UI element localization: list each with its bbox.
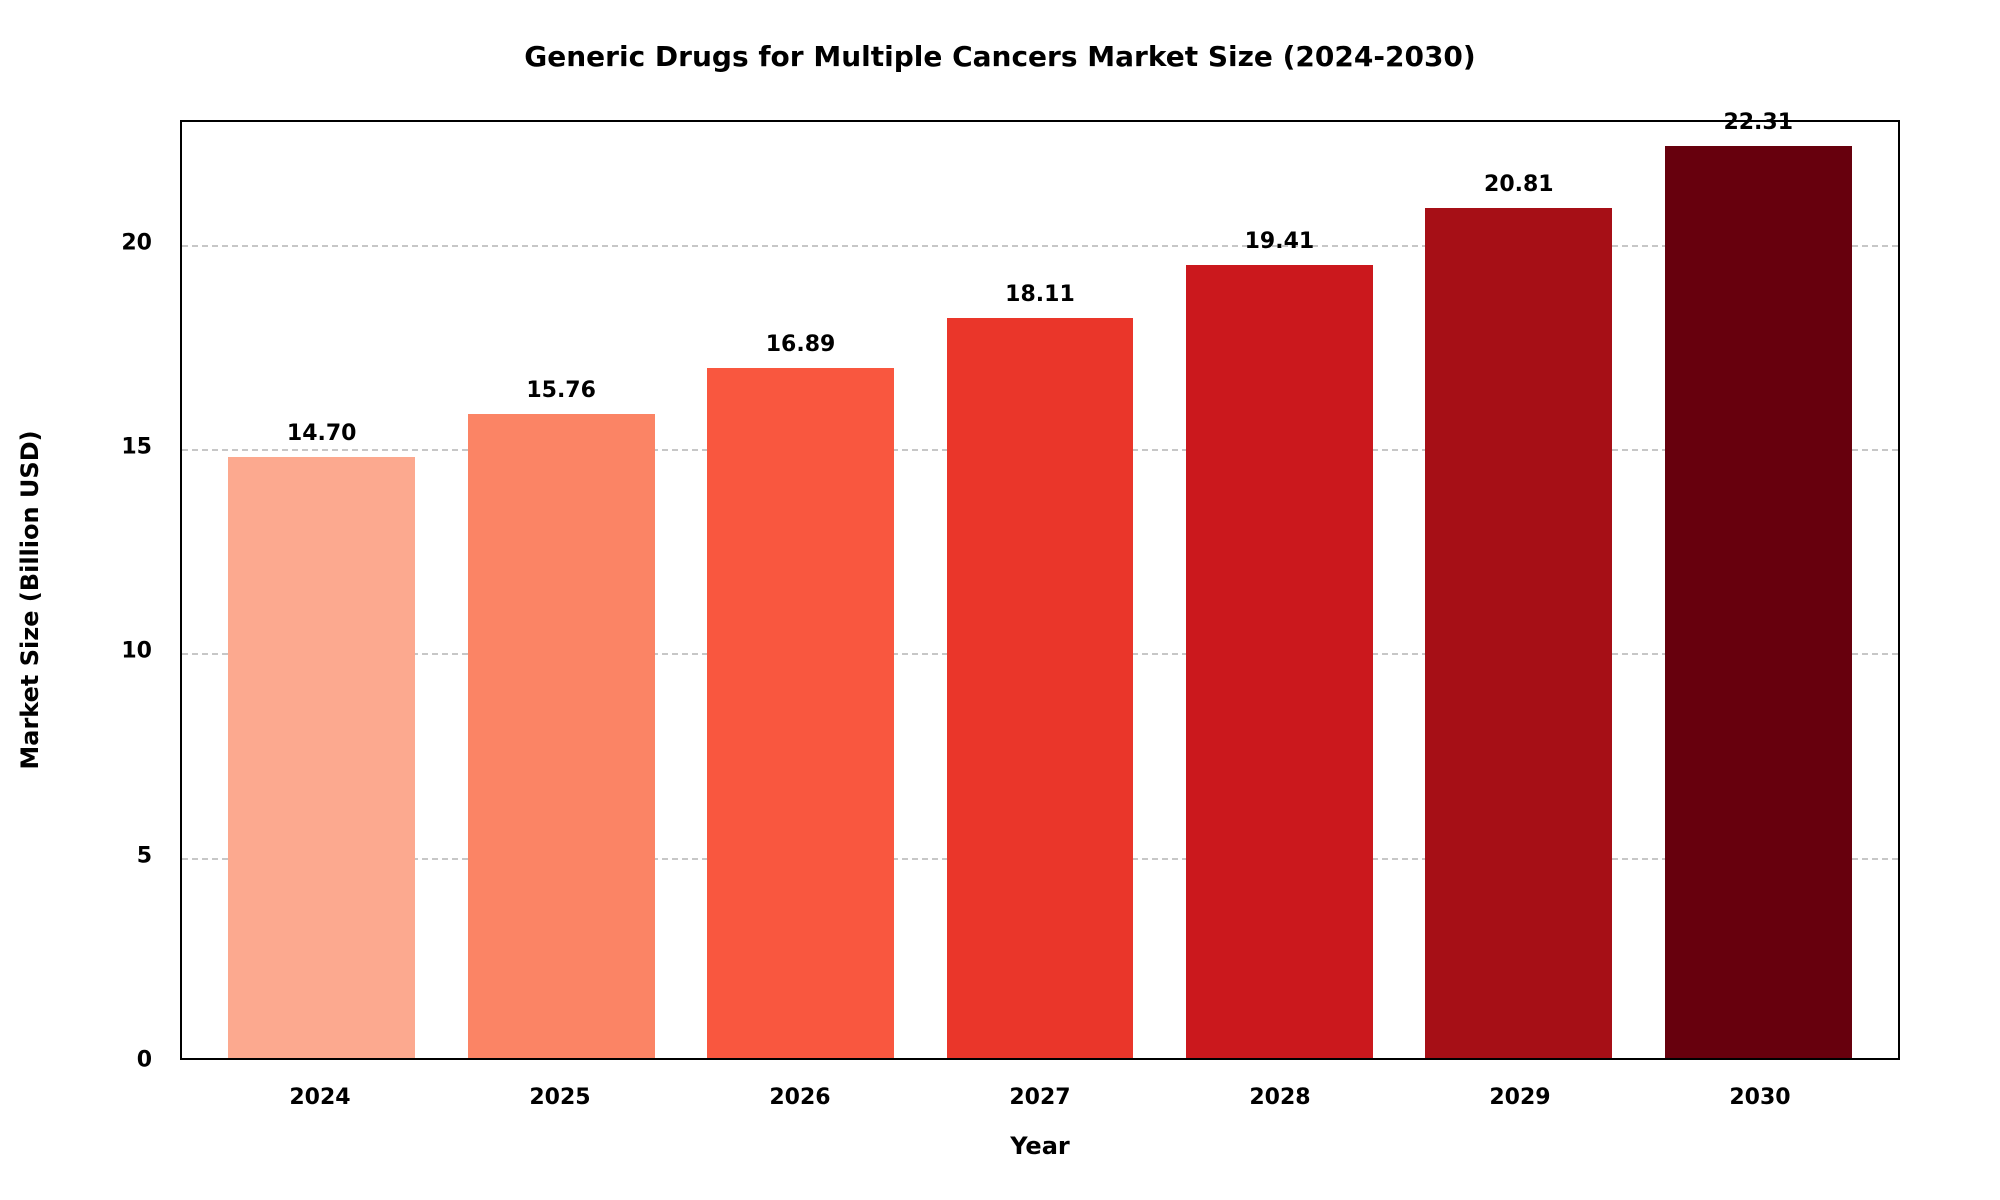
bar: 22.31 [1665, 146, 1852, 1058]
plot-area: 14.70 15.76 16.89 18.11 19.41 20.81 22.31 [180, 120, 1900, 1060]
bar-value-label: 16.89 [766, 332, 836, 357]
bar: 14.70 [228, 457, 415, 1058]
bar-value-label: 22.31 [1723, 110, 1793, 135]
y-tick-label: 20 [12, 230, 152, 255]
y-tick-label: 5 [12, 843, 152, 868]
y-axis-ticks: 05101520 [0, 120, 170, 1060]
x-axis-ticks: 2024202520262027202820292030 [180, 1085, 1900, 1110]
bar: 19.41 [1186, 265, 1373, 1058]
x-tick-label: 2028 [1160, 1085, 1400, 1110]
bar-slot: 19.41 [1160, 122, 1399, 1058]
x-tick-label: 2024 [200, 1085, 440, 1110]
bar-value-label: 18.11 [1005, 282, 1075, 307]
x-tick-label: 2029 [1400, 1085, 1640, 1110]
y-tick-label: 0 [12, 1048, 152, 1073]
y-tick-label: 10 [12, 639, 152, 664]
x-tick-label: 2025 [440, 1085, 680, 1110]
x-tick-label: 2026 [680, 1085, 920, 1110]
x-tick-label: 2027 [920, 1085, 1160, 1110]
bars-container: 14.70 15.76 16.89 18.11 19.41 20.81 22.31 [182, 122, 1898, 1058]
bar-slot: 14.70 [202, 122, 441, 1058]
bar-slot: 15.76 [441, 122, 680, 1058]
bar-value-label: 14.70 [287, 421, 357, 446]
chart-container: Generic Drugs for Multiple Cancers Marke… [0, 0, 2000, 1200]
bar: 20.81 [1425, 208, 1612, 1058]
chart-title: Generic Drugs for Multiple Cancers Marke… [0, 40, 2000, 73]
x-tick-label: 2030 [1640, 1085, 1880, 1110]
bar: 15.76 [468, 414, 655, 1058]
bar-slot: 20.81 [1399, 122, 1638, 1058]
bar-slot: 22.31 [1639, 122, 1878, 1058]
bar: 18.11 [947, 318, 1134, 1058]
y-tick-label: 15 [12, 434, 152, 459]
bar-value-label: 19.41 [1245, 229, 1315, 254]
x-axis-label: Year [180, 1132, 1900, 1160]
bar-value-label: 20.81 [1484, 172, 1554, 197]
bar: 16.89 [707, 368, 894, 1058]
bar-value-label: 15.76 [526, 378, 596, 403]
bar-slot: 18.11 [920, 122, 1159, 1058]
bar-slot: 16.89 [681, 122, 920, 1058]
